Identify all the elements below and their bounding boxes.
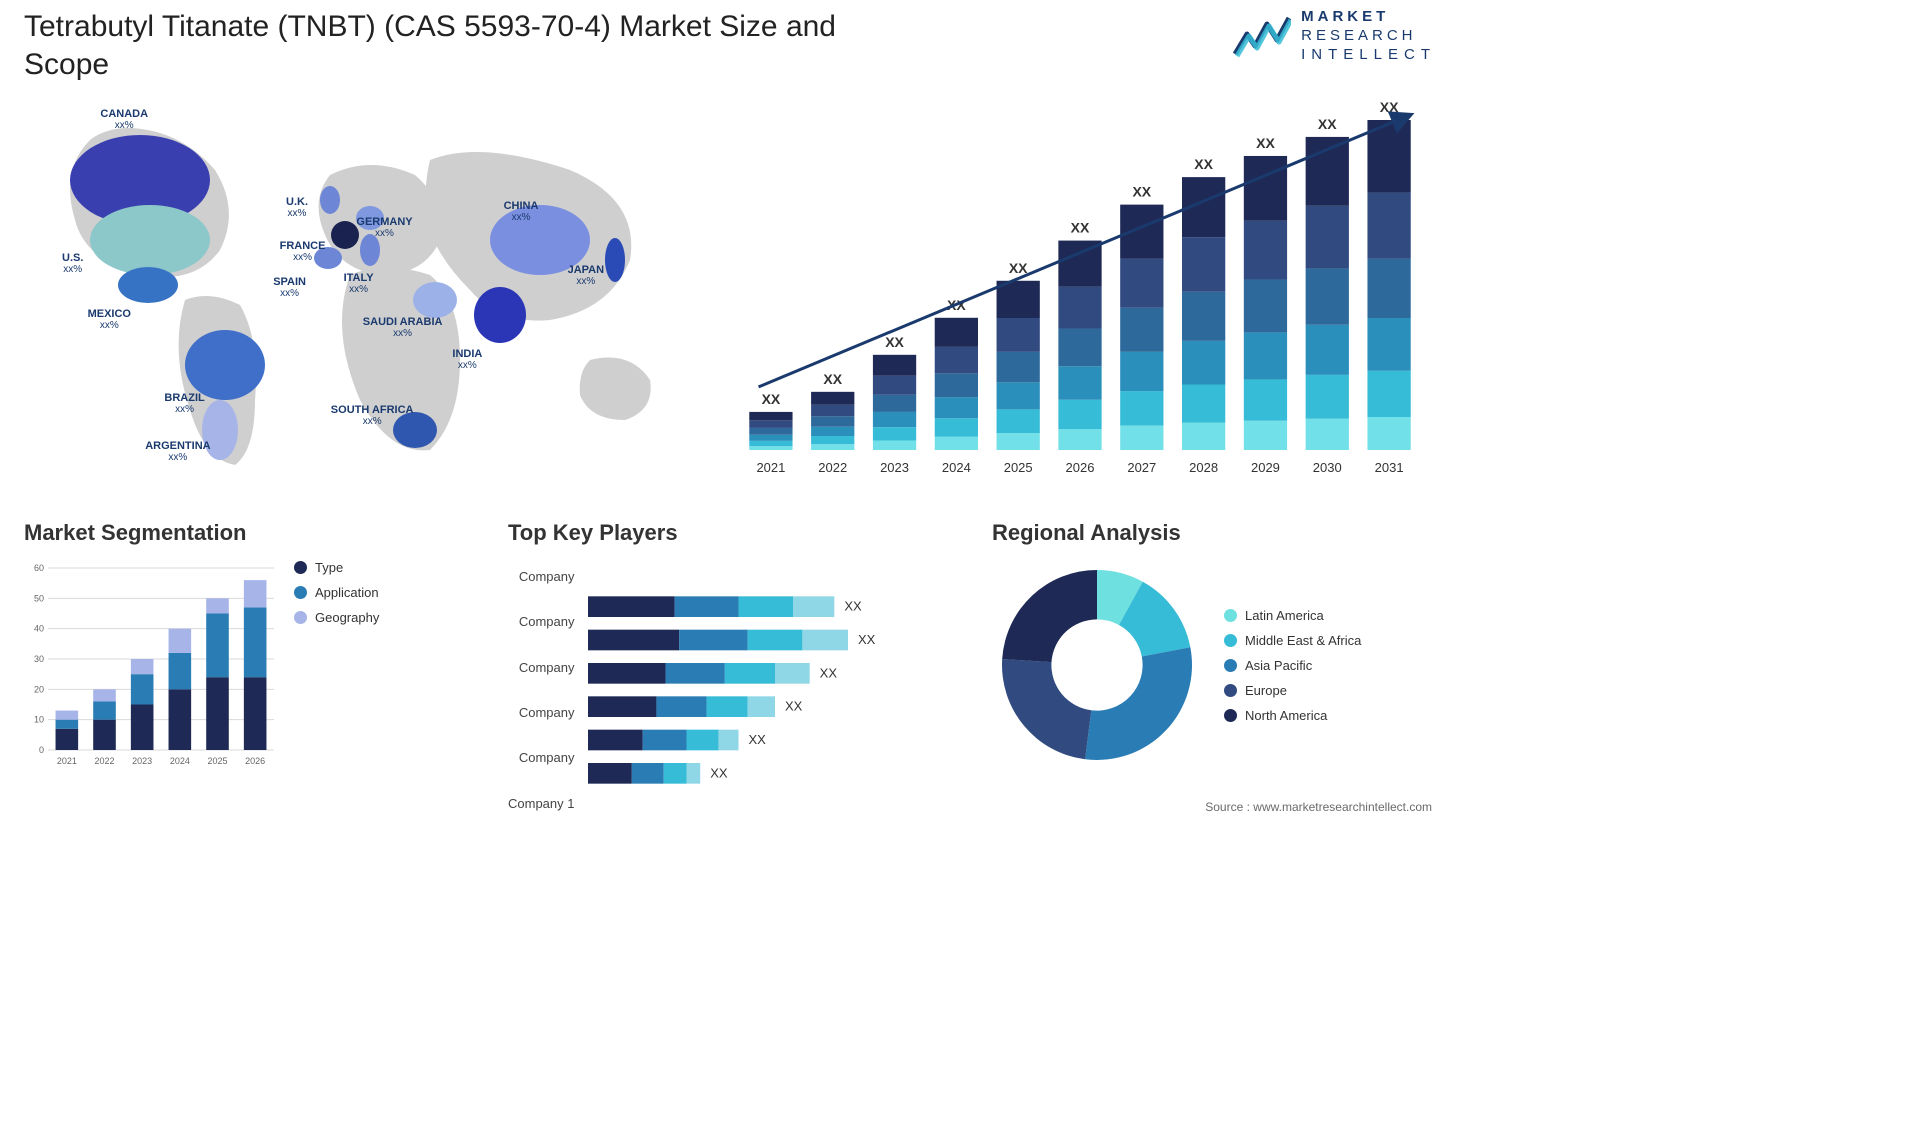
svg-text:50: 50 [34, 593, 44, 603]
legend-item: Type [294, 560, 379, 575]
segmentation-title: Market Segmentation [24, 520, 468, 546]
svg-text:30: 30 [34, 654, 44, 664]
player-label: Company 1 [508, 787, 574, 820]
svg-text:2022: 2022 [818, 460, 847, 475]
svg-text:XX: XX [858, 632, 876, 647]
svg-text:XX: XX [749, 732, 767, 747]
map-label-canada: CANADAxx% [100, 108, 148, 131]
logo-line3: INTELLECT [1301, 46, 1436, 65]
svg-text:XX: XX [1132, 184, 1151, 200]
segmentation-chart: 0 10 20 30 40 50 60 2021 2022 2023 2024 2025 2026 [24, 560, 274, 770]
svg-text:XX: XX [711, 765, 729, 780]
regional-panel: Regional Analysis Latin America Middle Ea… [992, 520, 1436, 820]
svg-text:0: 0 [39, 745, 44, 755]
market-growth-chart: XX 2021 XX 2022 XX 2023 XX 2024 XX 2025 XX 2026 XX 20… [740, 100, 1420, 480]
logo-line2: RESEARCH [1301, 27, 1436, 46]
segmentation-panel: Market Segmentation 0 10 20 30 40 50 60 2021 202… [24, 520, 468, 820]
svg-text:2030: 2030 [1313, 460, 1342, 475]
map-label-argentina: ARGENTINAxx% [145, 440, 210, 463]
player-label: Company [508, 651, 574, 684]
player-labels: Company Company Company Company Company Compa… [508, 560, 574, 820]
svg-text:2021: 2021 [57, 756, 77, 766]
map-label-brazil: BRAZILxx% [164, 392, 204, 415]
legend-item: Geography [294, 610, 379, 625]
legend-item: Middle East & Africa [1224, 633, 1361, 648]
svg-text:XX: XX [1071, 220, 1090, 236]
svg-text:20: 20 [34, 684, 44, 694]
svg-text:2023: 2023 [132, 756, 152, 766]
svg-text:2022: 2022 [94, 756, 114, 766]
logo-line1: MARKET [1301, 8, 1436, 27]
players-panel: Top Key Players CompanyCompanyCompanyCom… [508, 520, 952, 820]
svg-text:XX: XX [820, 665, 838, 680]
svg-text:XX: XX [845, 599, 863, 614]
svg-text:2025: 2025 [207, 756, 227, 766]
svg-text:XX: XX [885, 334, 904, 350]
map-label-spain: SPAINxx% [273, 276, 306, 299]
legend-item: Asia Pacific [1224, 658, 1361, 673]
players-title: Top Key Players [508, 520, 952, 546]
map-label-u-k-: U.K.xx% [286, 196, 308, 219]
svg-text:XX: XX [1318, 116, 1337, 132]
player-label: Company [508, 696, 574, 729]
player-label: Company [508, 741, 574, 774]
world-map: CANADAxx% U.S.xx% MEXICOxx% BRAZILxx% ARGENT… [30, 100, 670, 500]
player-label: Company [508, 605, 574, 638]
svg-text:2029: 2029 [1251, 460, 1280, 475]
svg-text:2023: 2023 [880, 460, 909, 475]
source-text: Source : www.marketresearchintellect.com [1205, 800, 1432, 814]
map-label-u-s-: U.S.xx% [62, 252, 83, 275]
svg-text:2021: 2021 [756, 460, 785, 475]
map-label-saudi-arabia: SAUDI ARABIAxx% [363, 316, 443, 339]
svg-text:2026: 2026 [245, 756, 265, 766]
svg-text:2031: 2031 [1375, 460, 1404, 475]
brand-logo: MARKET RESEARCH INTELLECT [1233, 8, 1436, 64]
svg-text:XX: XX [1194, 156, 1213, 172]
map-label-germany: GERMANYxx% [356, 216, 412, 239]
svg-text:2024: 2024 [170, 756, 190, 766]
svg-text:2028: 2028 [1189, 460, 1218, 475]
regional-donut [992, 560, 1202, 770]
players-chart: XX XX XX XX XX XX [588, 590, 888, 790]
map-label-india: INDIAxx% [452, 348, 482, 371]
regional-title: Regional Analysis [992, 520, 1436, 546]
svg-text:2026: 2026 [1066, 460, 1095, 475]
svg-text:10: 10 [34, 715, 44, 725]
segmentation-legend: Type Application Geography [294, 560, 379, 625]
svg-text:2024: 2024 [942, 460, 971, 475]
svg-text:2027: 2027 [1127, 460, 1156, 475]
svg-text:XX: XX [1009, 260, 1028, 276]
map-label-japan: JAPANxx% [568, 264, 604, 287]
svg-text:60: 60 [34, 563, 44, 573]
map-label-italy: ITALYxx% [344, 272, 374, 295]
svg-text:2025: 2025 [1004, 460, 1033, 475]
svg-text:XX: XX [823, 371, 842, 387]
logo-icon [1233, 14, 1291, 58]
svg-text:XX: XX [1380, 100, 1399, 115]
legend-item: Latin America [1224, 608, 1361, 623]
map-label-south-africa: SOUTH AFRICAxx% [331, 404, 414, 427]
svg-text:XX: XX [1256, 135, 1275, 151]
svg-text:40: 40 [34, 624, 44, 634]
map-label-china: CHINAxx% [504, 200, 539, 223]
legend-item: Application [294, 585, 379, 600]
map-label-france: FRANCExx% [280, 240, 326, 263]
svg-text:XX: XX [762, 391, 781, 407]
legend-item: North America [1224, 708, 1361, 723]
legend-item: Europe [1224, 683, 1361, 698]
svg-text:XX: XX [786, 699, 804, 714]
player-label: Company [508, 560, 574, 593]
regional-legend: Latin America Middle East & Africa Asia Pa… [1224, 608, 1361, 723]
map-label-mexico: MEXICOxx% [88, 308, 131, 331]
page-title: Tetrabutyl Titanate (TNBT) (CAS 5593-70-… [24, 8, 924, 83]
